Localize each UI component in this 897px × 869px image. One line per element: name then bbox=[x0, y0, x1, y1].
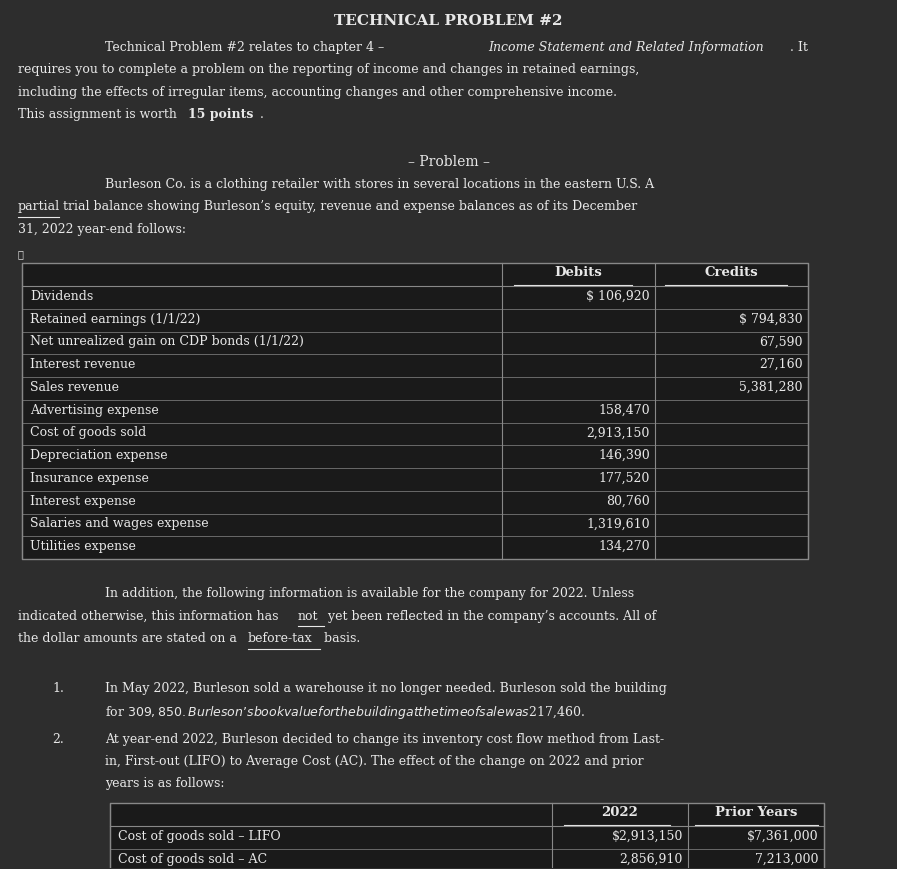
Text: 27,160: 27,160 bbox=[760, 358, 803, 371]
Text: Cost of goods sold – AC: Cost of goods sold – AC bbox=[118, 852, 267, 866]
Text: Insurance expense: Insurance expense bbox=[30, 472, 149, 485]
Bar bbox=[110, 803, 824, 869]
Text: 177,520: 177,520 bbox=[598, 472, 650, 485]
Text: In addition, the following information is available for the company for 2022. Un: In addition, the following information i… bbox=[105, 587, 634, 600]
Text: $2,913,150: $2,913,150 bbox=[612, 830, 683, 843]
Text: for $309,850. Burleson’s book value for the building at the time of sale was $21: for $309,850. Burleson’s book value for … bbox=[105, 705, 585, 721]
Text: $7,361,000: $7,361,000 bbox=[747, 830, 819, 843]
Text: yet been reflected in the company’s accounts. All of: yet been reflected in the company’s acco… bbox=[324, 610, 656, 622]
Text: 80,760: 80,760 bbox=[606, 494, 650, 507]
Text: the dollar amounts are stated on a: the dollar amounts are stated on a bbox=[18, 632, 241, 645]
Text: 15 points: 15 points bbox=[188, 109, 254, 122]
Text: Technical Problem #2 relates to chapter 4 –: Technical Problem #2 relates to chapter … bbox=[105, 41, 388, 54]
Text: partial: partial bbox=[18, 201, 60, 214]
Text: 2,856,910: 2,856,910 bbox=[620, 852, 683, 866]
Text: in, First-out (LIFO) to Average Cost (AC). The effect of the change on 2022 and : in, First-out (LIFO) to Average Cost (AC… bbox=[105, 755, 644, 768]
Text: 1,319,610: 1,319,610 bbox=[587, 517, 650, 530]
Text: 31, 2022 year-end follows:: 31, 2022 year-end follows: bbox=[18, 222, 186, 235]
Text: indicated otherwise, this information has: indicated otherwise, this information ha… bbox=[18, 610, 283, 622]
Text: $ 794,830: $ 794,830 bbox=[739, 313, 803, 326]
Text: Burleson Co. is a clothing retailer with stores in several locations in the east: Burleson Co. is a clothing retailer with… bbox=[105, 178, 654, 191]
Text: 2022: 2022 bbox=[602, 806, 639, 819]
Text: 2.: 2. bbox=[52, 733, 64, 746]
Text: Salaries and wages expense: Salaries and wages expense bbox=[30, 517, 209, 530]
Text: 134,270: 134,270 bbox=[598, 541, 650, 554]
Text: 1.: 1. bbox=[52, 682, 64, 695]
Text: 7,213,000: 7,213,000 bbox=[755, 852, 819, 866]
Text: Retained earnings (1/1/22): Retained earnings (1/1/22) bbox=[30, 313, 200, 326]
Text: Income Statement and Related Information: Income Statement and Related Information bbox=[488, 41, 763, 54]
Text: 146,390: 146,390 bbox=[598, 449, 650, 462]
Text: ✚: ✚ bbox=[18, 249, 24, 259]
Text: Interest revenue: Interest revenue bbox=[30, 358, 135, 371]
Text: Depreciation expense: Depreciation expense bbox=[30, 449, 168, 462]
Text: 67,590: 67,590 bbox=[760, 335, 803, 348]
Text: .: . bbox=[259, 109, 264, 122]
Text: At year-end 2022, Burleson decided to change its inventory cost flow method from: At year-end 2022, Burleson decided to ch… bbox=[105, 733, 664, 746]
Text: Cost of goods sold – LIFO: Cost of goods sold – LIFO bbox=[118, 830, 281, 843]
Text: Utilities expense: Utilities expense bbox=[30, 541, 135, 554]
Text: – Problem –: – Problem – bbox=[407, 156, 490, 169]
Bar bbox=[22, 263, 808, 559]
Text: Dividends: Dividends bbox=[30, 290, 93, 303]
Text: including the effects of irregular items, accounting changes and other comprehen: including the effects of irregular items… bbox=[18, 86, 617, 99]
Text: $ 106,920: $ 106,920 bbox=[587, 290, 650, 303]
Text: This assignment is worth: This assignment is worth bbox=[18, 109, 181, 122]
Text: TECHNICAL PROBLEM #2: TECHNICAL PROBLEM #2 bbox=[335, 14, 562, 28]
Text: before-tax: before-tax bbox=[248, 632, 313, 645]
Text: Interest expense: Interest expense bbox=[30, 494, 135, 507]
Text: In May 2022, Burleson sold a warehouse it no longer needed. Burleson sold the bu: In May 2022, Burleson sold a warehouse i… bbox=[105, 682, 666, 695]
Text: Net unrealized gain on CDP bonds (1/1/22): Net unrealized gain on CDP bonds (1/1/22… bbox=[30, 335, 304, 348]
Text: Cost of goods sold: Cost of goods sold bbox=[30, 427, 146, 440]
Text: Prior Years: Prior Years bbox=[715, 806, 797, 819]
Text: Advertising expense: Advertising expense bbox=[30, 404, 159, 416]
Text: Sales revenue: Sales revenue bbox=[30, 381, 119, 394]
Text: requires you to complete a problem on the reporting of income and changes in ret: requires you to complete a problem on th… bbox=[18, 63, 640, 76]
Text: years is as follows:: years is as follows: bbox=[105, 778, 224, 791]
Text: 5,381,280: 5,381,280 bbox=[739, 381, 803, 394]
Text: not: not bbox=[298, 610, 318, 622]
Text: 2,913,150: 2,913,150 bbox=[587, 427, 650, 440]
Text: basis.: basis. bbox=[319, 632, 360, 645]
Text: Debits: Debits bbox=[554, 266, 603, 279]
Text: . It: . It bbox=[790, 41, 808, 54]
Text: Credits: Credits bbox=[705, 266, 758, 279]
Text: 158,470: 158,470 bbox=[598, 404, 650, 416]
Text: trial balance showing Burleson’s equity, revenue and expense balances as of its : trial balance showing Burleson’s equity,… bbox=[59, 201, 637, 214]
